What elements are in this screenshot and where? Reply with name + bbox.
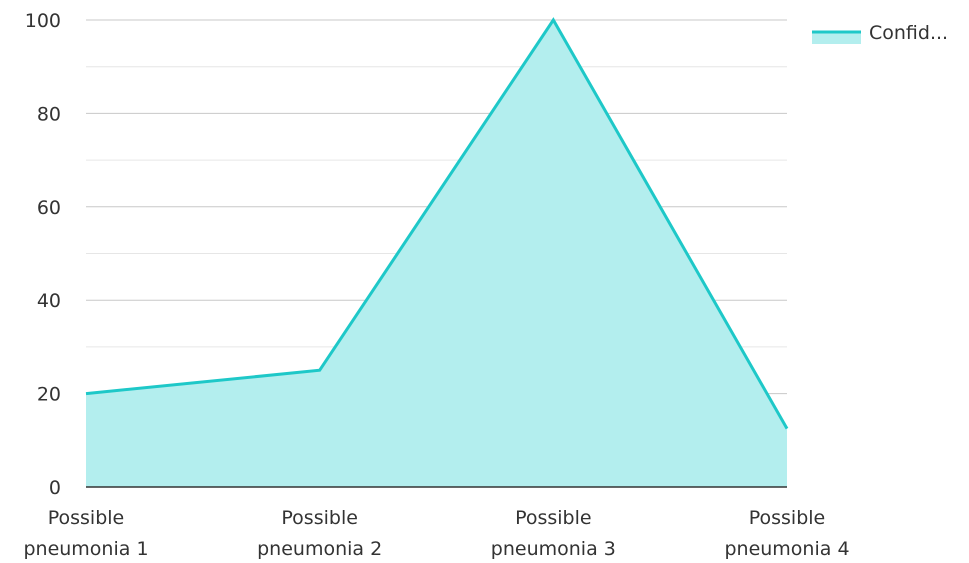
y-tick-label: 100 (25, 10, 61, 32)
x-tick-label: Possible pneumonia 1 (23, 507, 148, 560)
y-tick-label: 20 (37, 384, 61, 406)
series-area-fill (86, 20, 787, 487)
x-tick-label: Possible pneumonia 3 (491, 507, 616, 560)
legend-swatch (812, 32, 861, 44)
y-axis-tick-labels: 0 20 40 60 80 100 (25, 10, 61, 499)
y-tick-label: 0 (49, 477, 61, 499)
y-tick-label: 40 (37, 290, 61, 312)
y-tick-label: 60 (37, 197, 61, 219)
x-tick-label: Possible pneumonia 2 (257, 507, 382, 560)
x-tick-label: Possible pneumonia 4 (724, 507, 849, 560)
series-line (85, 17, 789, 430)
x-axis-tick-labels: Possible pneumonia 1 Possible pneumonia 2 Po… (23, 507, 849, 560)
legend[interactable]: Confid... (812, 22, 948, 44)
legend-label: Confid... (869, 22, 948, 44)
y-tick-label: 80 (37, 103, 61, 125)
